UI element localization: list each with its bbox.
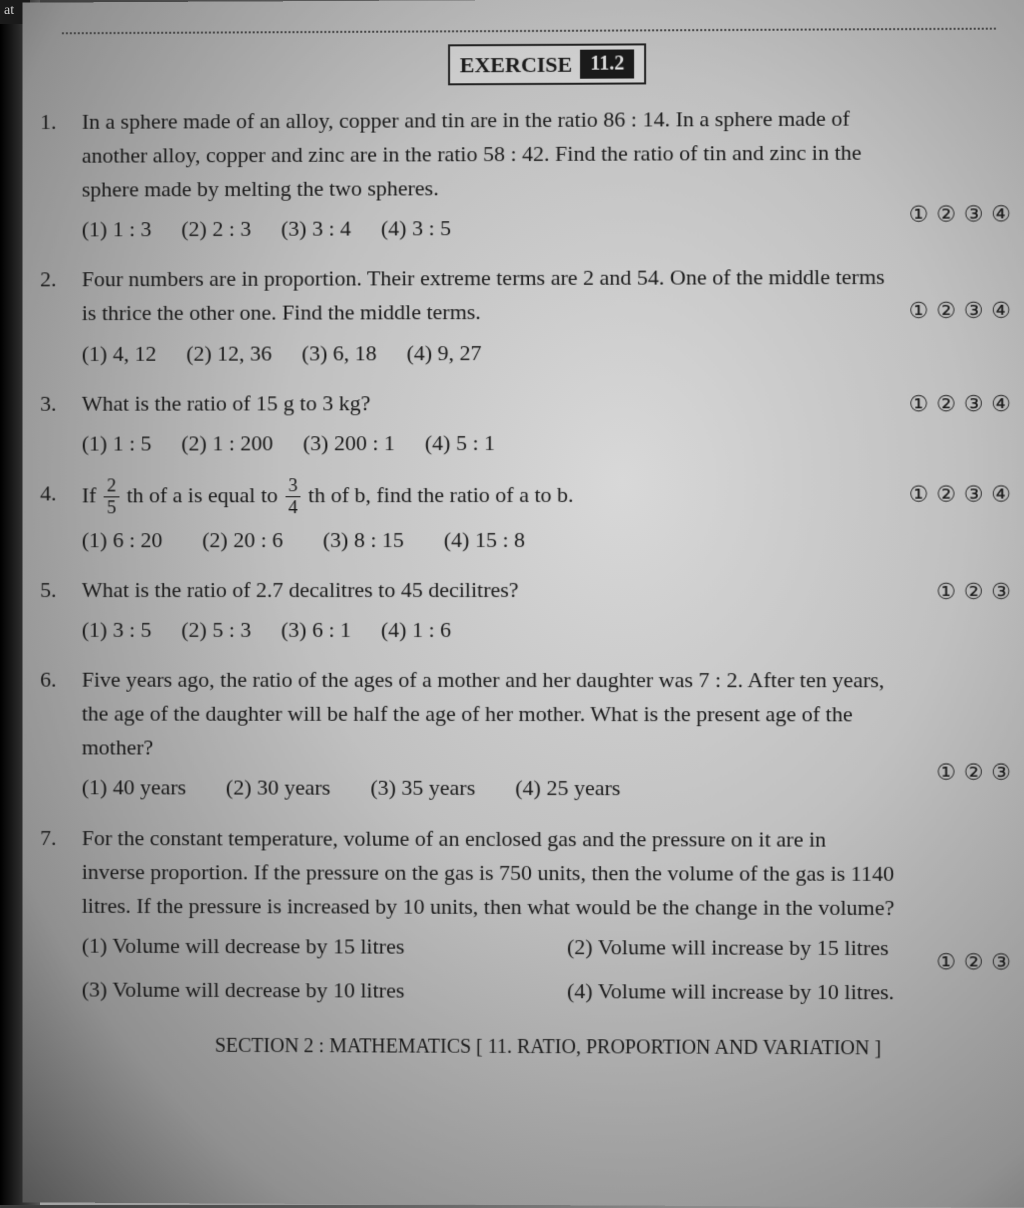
options-row: (1) 6 : 20 (2) 20 : 6 (3) 8 : 15 (4) 15 … [82, 523, 1016, 558]
question-text: If 2 5 th of a is equal to 3 4 th of b, … [82, 475, 1016, 517]
options-row: (1) 40 years (2) 30 years (3) 35 years (… [82, 771, 1016, 807]
text-fragment: th of a is equal to [127, 482, 284, 507]
option-2[interactable]: (2) 30 years [226, 771, 331, 805]
option-4[interactable]: (4) 25 years [515, 771, 620, 805]
denominator: 4 [288, 497, 297, 517]
option-4[interactable]: (4) 9, 27 [407, 336, 482, 370]
section-footer: SECTION 2 : MATHEMATICS [ 11. RATIO, PRO… [82, 1034, 1016, 1061]
option-3[interactable]: (3) 6 : 1 [281, 613, 351, 647]
option-3[interactable]: (3) 35 years [370, 771, 475, 805]
option-3[interactable]: (3) Volume will decrease by 10 litres [82, 972, 527, 1008]
exercise-number: 11.2 [580, 49, 634, 78]
question-text: Four numbers are in proportion. Their ex… [82, 260, 1016, 331]
answer-bubbles[interactable]: ① ② ③ ④ [909, 197, 1012, 232]
answer-bubbles[interactable]: ① ② ③ [936, 575, 1012, 609]
question-number: 6. [40, 663, 56, 697]
answer-bubbles[interactable]: ① ② ③ [936, 945, 1012, 979]
text-fragment: If [82, 482, 102, 507]
answer-bubbles[interactable]: ① ② ③ [936, 756, 1012, 790]
option-1[interactable]: (1) 40 years [82, 771, 186, 805]
question-2: 2. Four numbers are in proportion. Their… [82, 260, 1016, 371]
top-border [62, 28, 996, 35]
question-7: 7. For the constant temperature, volume … [82, 821, 1016, 1010]
question-number: 2. [40, 263, 56, 297]
question-text: In a sphere made of an alloy, copper and… [82, 101, 1016, 207]
question-number: 5. [40, 573, 56, 607]
option-3[interactable]: (3) 6, 18 [302, 336, 377, 370]
exercise-header: EXERCISE 11.2 [82, 42, 1016, 87]
option-3[interactable]: (3) 3 : 4 [281, 212, 351, 246]
options-row: (1) 1 : 3 (2) 2 : 3 (3) 3 : 4 (4) 3 : 5 [82, 210, 1016, 247]
question-4: 4. If 2 5 th of a is equal to 3 4 th of … [82, 475, 1016, 557]
option-3[interactable]: (3) 8 : 15 [323, 523, 404, 557]
option-1[interactable]: (1) 4, 12 [82, 336, 157, 370]
option-1[interactable]: (1) 3 : 5 [82, 613, 152, 647]
option-2[interactable]: (2) 20 : 6 [202, 523, 283, 557]
option-3[interactable]: (3) 200 : 1 [303, 426, 395, 460]
options-row: (1) Volume will decrease by 15 litres (2… [82, 929, 1016, 1010]
text-fragment: th of b, find the ratio of a to b. [308, 481, 573, 506]
question-5: 5. What is the ratio of 2.7 decalitres t… [82, 573, 1016, 648]
option-4[interactable]: (4) 15 : 8 [444, 523, 525, 557]
question-3: 3. What is the ratio of 15 g to 3 kg? ① … [82, 385, 1016, 461]
question-text: For the constant temperature, volume of … [82, 821, 1016, 926]
question-text: Five years ago, the ratio of the ages of… [82, 663, 1016, 766]
option-4[interactable]: (4) 5 : 1 [425, 426, 495, 460]
option-4[interactable]: (4) 1 : 6 [381, 613, 451, 647]
exercise-word: EXERCISE [460, 51, 572, 78]
page-content: EXERCISE 11.2 1. In a sphere made of an … [22, 0, 1024, 1208]
numerator: 2 [104, 476, 119, 497]
option-2[interactable]: (2) 12, 36 [186, 336, 272, 370]
answer-bubbles[interactable]: ① ② ③ ④ [909, 387, 1012, 421]
question-number: 3. [40, 387, 56, 421]
option-2[interactable]: (2) 1 : 200 [181, 426, 273, 460]
option-4[interactable]: (4) Volume will increase by 10 litres. [567, 974, 1016, 1010]
question-text: What is the ratio of 15 g to 3 kg? [82, 385, 1016, 421]
question-1: 1. In a sphere made of an alloy, copper … [82, 101, 1016, 247]
fraction-3-4: 3 4 [285, 476, 300, 517]
answer-bubbles[interactable]: ① ② ③ ④ [909, 294, 1012, 328]
option-2[interactable]: (2) 2 : 3 [181, 212, 251, 246]
option-1[interactable]: (1) 1 : 5 [82, 426, 152, 460]
option-2[interactable]: (2) 5 : 3 [181, 613, 251, 647]
question-number: 1. [40, 105, 56, 139]
question-6: 6. Five years ago, the ratio of the ages… [82, 663, 1016, 806]
denominator: 5 [107, 497, 116, 517]
question-text: What is the ratio of 2.7 decalitres to 4… [82, 573, 1016, 607]
option-1[interactable]: (1) Volume will decrease by 15 litres [82, 929, 527, 964]
question-number: 7. [40, 821, 56, 855]
option-4[interactable]: (4) 3 : 5 [381, 212, 451, 246]
options-row: (1) 4, 12 (2) 12, 36 (3) 6, 18 (4) 9, 27 [82, 334, 1016, 370]
options-row: (1) 3 : 5 (2) 5 : 3 (3) 6 : 1 (4) 1 : 6 [82, 613, 1016, 647]
numerator: 3 [285, 476, 300, 497]
question-number: 4. [40, 476, 56, 510]
fraction-2-5: 2 5 [104, 476, 119, 517]
options-row: (1) 1 : 5 (2) 1 : 200 (3) 200 : 1 (4) 5 … [82, 425, 1016, 460]
option-1[interactable]: (1) 6 : 20 [82, 523, 163, 557]
option-1[interactable]: (1) 1 : 3 [82, 213, 152, 247]
answer-bubbles[interactable]: ① ② ③ ④ [909, 477, 1012, 511]
